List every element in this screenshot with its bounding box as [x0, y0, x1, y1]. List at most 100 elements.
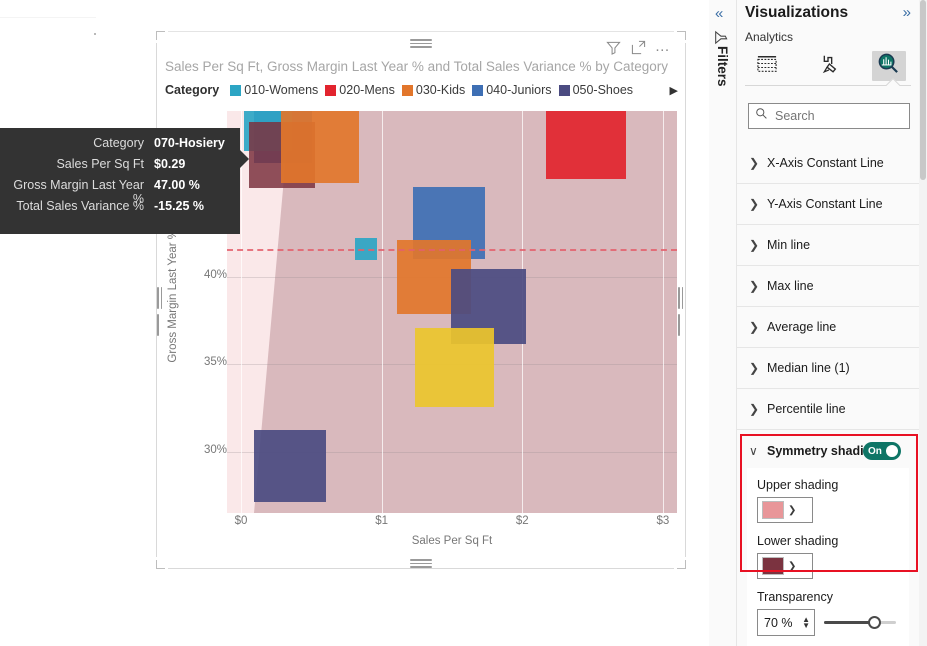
symmetry-shading-header[interactable]: ∨ Symmetry shading On — [737, 434, 919, 468]
accordion-label: X-Axis Constant Line — [767, 156, 884, 170]
resize-handle-right[interactable] — [678, 287, 685, 336]
collapse-chevron-icon[interactable]: « — [715, 5, 724, 22]
tooltip-beak — [240, 150, 249, 168]
upper-shading-label: Upper shading — [757, 478, 839, 492]
accordion-average-line[interactable]: ❯ Average line — [737, 307, 919, 348]
gridline-vertical — [662, 111, 664, 513]
tooltip-key: Sales Per Sq Ft — [56, 157, 144, 171]
legend-item[interactable]: 030-Kids — [401, 83, 466, 97]
search-input[interactable] — [773, 108, 903, 124]
chevron-down-icon: ❯ — [788, 560, 797, 572]
resize-handle-bottom[interactable] — [410, 559, 432, 568]
accordion-label: Y-Axis Constant Line — [767, 197, 883, 211]
accordion-median-line[interactable]: ❯ Median line (1) — [737, 348, 919, 389]
tabstrip-underline — [745, 85, 911, 86]
median-line — [227, 249, 677, 252]
legend-item[interactable]: 010-Womens — [230, 83, 318, 97]
accordion-max-line[interactable]: ❯ Max line — [737, 266, 919, 307]
visual-border-left — [156, 43, 157, 557]
scatter-marker[interactable] — [415, 328, 495, 408]
pane-scrollbar[interactable] — [919, 0, 927, 646]
scatter-marker[interactable] — [280, 111, 359, 184]
filter-icon[interactable] — [605, 39, 621, 55]
legend-next-arrow[interactable]: ▶ — [669, 85, 678, 97]
resize-handle-left[interactable] — [157, 287, 164, 336]
scatter-chart-visual[interactable]: … Sales Per Sq Ft, Gross Margin Last Yea… — [156, 31, 686, 569]
tooltip-key: Category — [93, 136, 144, 150]
fields-table-icon — [756, 54, 778, 79]
visual-corner-bottom-left[interactable] — [156, 560, 165, 569]
symmetry-shading-card: Upper shading ❯ Lower shading ❯ Transpar… — [747, 468, 909, 646]
plot-area[interactable] — [227, 111, 677, 513]
upper-shading-swatch — [762, 501, 784, 519]
y-axis-tick-label: 35% — [203, 356, 227, 369]
upper-shading-color-picker[interactable]: ❯ — [757, 497, 813, 523]
y-axis-title: Gross Margin Last Year % — [167, 229, 179, 363]
lower-shading-color-picker[interactable]: ❯ — [757, 553, 813, 579]
filters-pane-collapsed[interactable]: « Filters — [709, 0, 737, 646]
visual-title: Sales Per Sq Ft, Gross Margin Last Year … — [165, 59, 669, 74]
accordion-x-axis-constant-line[interactable]: ❯ X-Axis Constant Line — [737, 143, 919, 184]
visual-border-right — [685, 43, 686, 557]
tooltip-value: 47.00 % — [154, 178, 200, 192]
more-options-icon[interactable]: … — [654, 38, 672, 55]
legend-label: 040-Juniors — [486, 83, 552, 97]
focus-mode-icon[interactable] — [630, 39, 646, 55]
chevron-right-icon: ❯ — [749, 402, 760, 416]
tooltip-value: 070-Hosiery — [154, 136, 225, 150]
legend-label: 030-Kids — [415, 83, 466, 97]
scatter-marker[interactable] — [254, 429, 327, 502]
transparency-slider[interactable] — [824, 616, 896, 630]
accordion-y-axis-constant-line[interactable]: ❯ Y-Axis Constant Line — [737, 184, 919, 225]
accordion-label: Max line — [767, 279, 814, 293]
analytics-accordion-list: ❯ X-Axis Constant Line ❯ Y-Axis Constant… — [737, 143, 919, 430]
lower-shading-label: Lower shading — [757, 534, 839, 548]
tooltip-row: Gross Margin Last Year % 47.00 % — [10, 178, 228, 206]
accordion-min-line[interactable]: ❯ Min line — [737, 225, 919, 266]
visual-border-bottom — [168, 568, 674, 569]
tab-analytics[interactable] — [871, 51, 906, 81]
legend-label: 010-Womens — [244, 83, 319, 97]
slider-thumb[interactable] — [868, 616, 882, 629]
symmetry-shading-toggle[interactable]: On — [863, 442, 901, 460]
legend-item[interactable]: 040-Juniors — [472, 83, 552, 97]
scatter-marker[interactable] — [545, 111, 626, 179]
chevron-right-icon: ❯ — [749, 238, 760, 252]
tab-format[interactable] — [811, 51, 845, 81]
expand-chevron-icon[interactable]: » — [902, 4, 911, 21]
symmetry-shading-label: Symmetry shading — [767, 444, 879, 458]
x-axis-tick-label: $1 — [375, 515, 389, 527]
visual-corner-top-left[interactable] — [156, 31, 165, 40]
filter-icon — [714, 30, 733, 45]
transparency-stepper[interactable]: 70 % ▲ ▼ — [757, 609, 815, 636]
x-axis-tick-label: $0 — [234, 515, 248, 527]
gridline-vertical — [241, 111, 243, 513]
chevron-right-icon: ❯ — [749, 320, 760, 334]
canvas-dot — [94, 33, 96, 35]
lower-shading-swatch — [762, 557, 784, 575]
resize-handle-top[interactable] — [410, 39, 432, 48]
legend-item[interactable]: 050-Shoes — [558, 83, 634, 97]
search-box[interactable] — [748, 103, 910, 129]
legend-label: 050-Shoes — [572, 83, 634, 97]
legend-item[interactable]: 020-Mens — [325, 83, 395, 97]
accordion-percentile-line[interactable]: ❯ Percentile line — [737, 389, 919, 430]
visual-corner-bottom-right[interactable] — [677, 560, 686, 569]
scrollbar-thumb[interactable] — [920, 0, 926, 180]
toggle-state-label: On — [868, 445, 882, 457]
pane-subtitle: Analytics — [745, 30, 794, 44]
legend-swatch — [558, 84, 570, 96]
accordion-label: Percentile line — [767, 402, 846, 416]
legend-swatch — [401, 84, 413, 96]
accordion-label: Min line — [767, 238, 811, 252]
visual-corner-top-right[interactable] — [677, 31, 686, 40]
stepper-arrows-icon[interactable]: ▲ ▼ — [802, 614, 810, 630]
gridline-horizontal — [227, 451, 677, 453]
toggle-knob — [886, 445, 898, 457]
accordion-label: Average line — [767, 320, 837, 334]
transparency-control: 70 % ▲ ▼ — [757, 609, 899, 636]
chevron-down-icon: ❯ — [788, 504, 797, 516]
chevron-right-icon: ❯ — [749, 361, 760, 375]
tab-fields[interactable] — [750, 51, 784, 81]
chevron-right-icon: ❯ — [749, 279, 760, 293]
